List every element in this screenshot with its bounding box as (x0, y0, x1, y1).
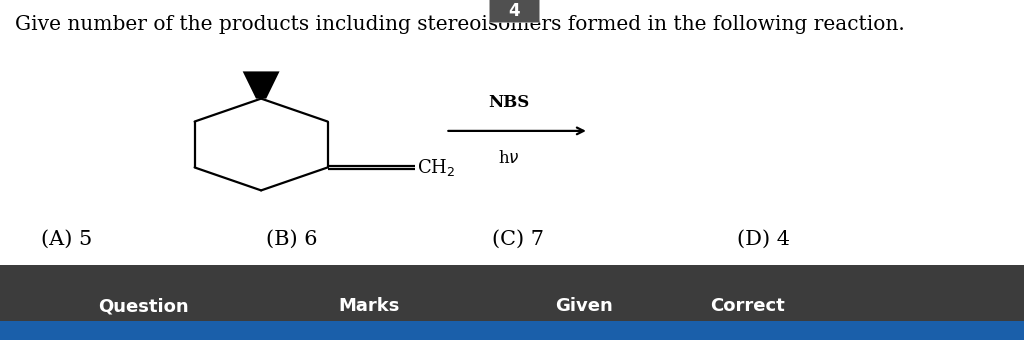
Text: CH$_2$: CH$_2$ (417, 157, 455, 178)
Text: (A) 5: (A) 5 (41, 230, 92, 249)
Text: Question: Question (98, 297, 188, 315)
Bar (0, 0, 1024, 265)
Text: (D) 4: (D) 4 (737, 230, 791, 249)
Text: Correct: Correct (711, 297, 784, 315)
Bar (0, 265, 1024, 340)
Polygon shape (243, 71, 280, 99)
Text: 4: 4 (508, 2, 520, 20)
FancyBboxPatch shape (489, 0, 539, 22)
Text: Give number of the products including stereoisomers formed in the following reac: Give number of the products including st… (15, 15, 905, 34)
Text: NBS: NBS (488, 94, 529, 111)
Text: (B) 6: (B) 6 (266, 230, 317, 249)
Bar (0, 321, 1024, 340)
Text: (C) 7: (C) 7 (492, 230, 544, 249)
Text: Given: Given (555, 297, 612, 315)
Text: Marks: Marks (338, 297, 399, 315)
Text: h$\nu$: h$\nu$ (498, 150, 520, 167)
